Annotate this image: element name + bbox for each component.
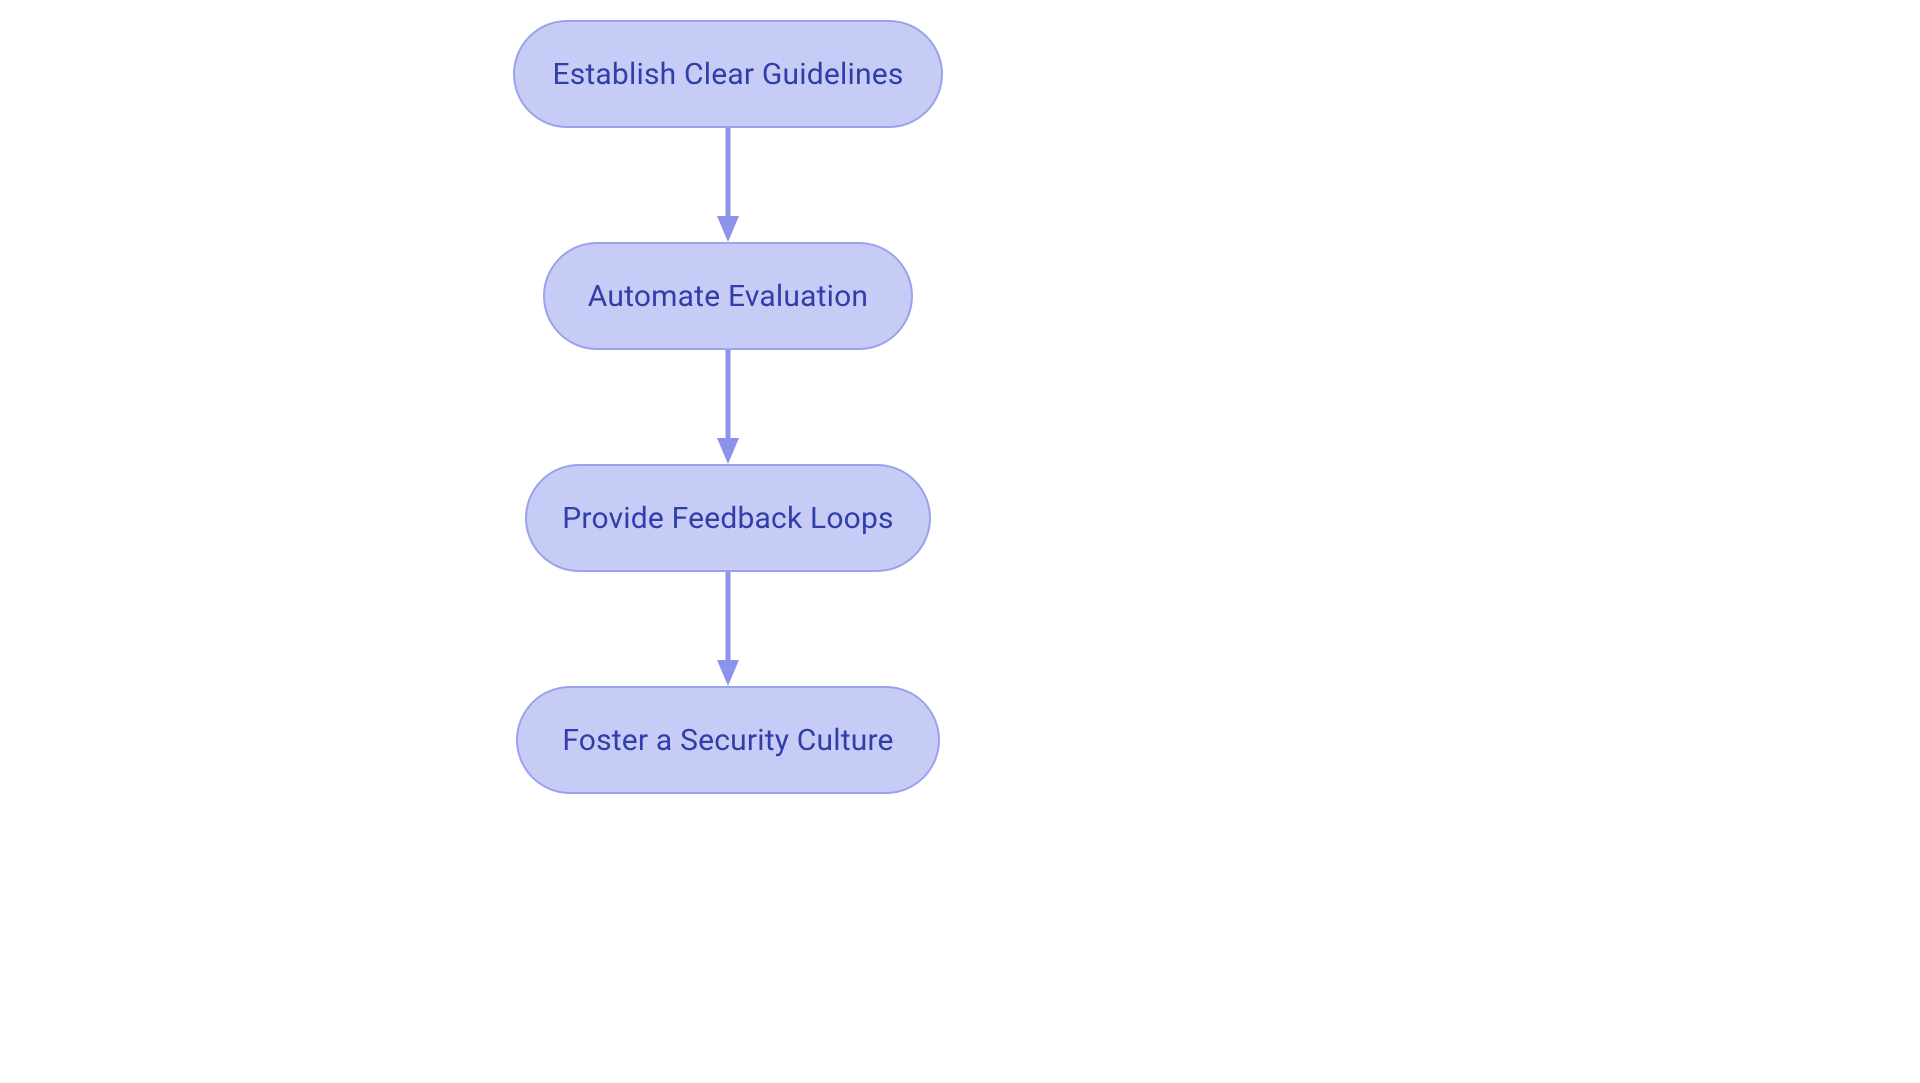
- flowchart-node: Establish Clear Guidelines: [513, 20, 943, 128]
- flowchart-node-label: Foster a Security Culture: [562, 723, 893, 758]
- flowchart-node: Automate Evaluation: [543, 242, 913, 350]
- flowchart-canvas: Establish Clear Guidelines Automate Evalu…: [0, 0, 1920, 1083]
- flowchart-edges: [0, 0, 1920, 1083]
- flowchart-node-label: Automate Evaluation: [588, 279, 868, 314]
- flowchart-node: Foster a Security Culture: [516, 686, 940, 794]
- flowchart-node-label: Provide Feedback Loops: [562, 501, 893, 536]
- flowchart-node-label: Establish Clear Guidelines: [552, 57, 903, 92]
- flowchart-node: Provide Feedback Loops: [525, 464, 931, 572]
